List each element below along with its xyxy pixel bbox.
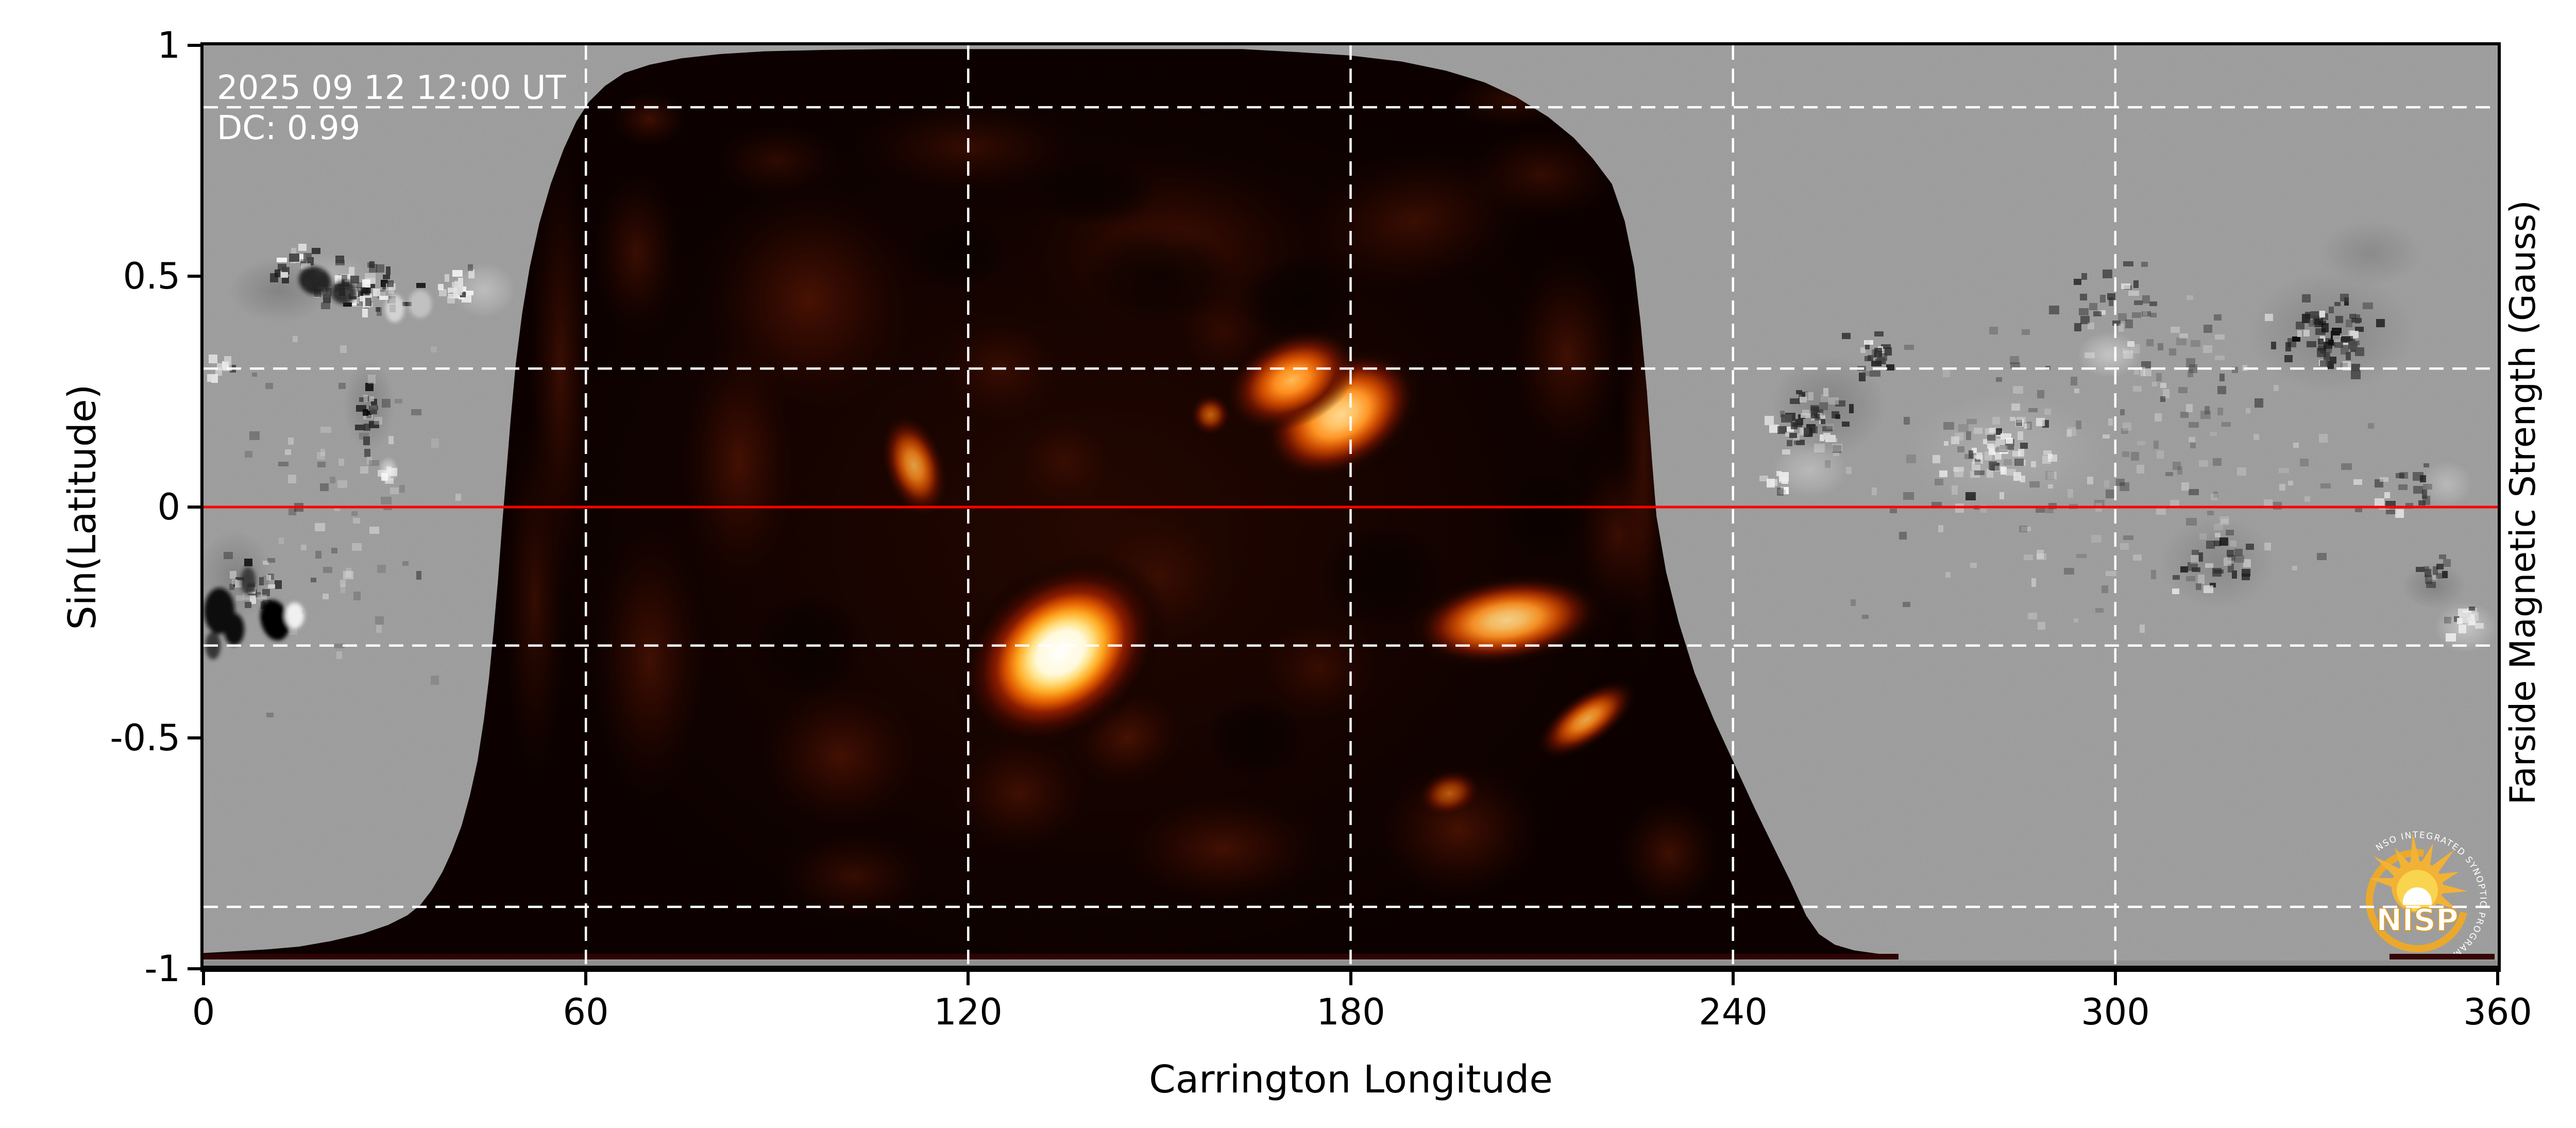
y-tick-mark — [188, 967, 201, 970]
nisp-logo-dome — [2403, 887, 2432, 905]
x-tick-label: 240 — [1699, 991, 1768, 1033]
x-tick-mark — [2496, 972, 2499, 985]
x-tick-label: 120 — [934, 991, 1003, 1033]
frontside-plage-smudges — [293, 253, 2498, 653]
x-tick-label: 180 — [1316, 991, 1385, 1033]
y-tick-label: 0 — [157, 486, 180, 528]
timestamp-label: 2025 09 12 12:00 UT — [217, 69, 566, 107]
y-tick-mark — [188, 506, 201, 509]
dc-label: DC: 0.99 — [217, 109, 360, 147]
farside-magnetic-features — [490, 49, 1720, 957]
farside-colorbar-title: Farside Magnetic Strength (Gauss) — [2503, 200, 2544, 805]
frontside-sunspot-smudges — [204, 221, 2466, 622]
x-tick-label: 360 — [2463, 991, 2532, 1033]
gridlines — [204, 45, 2498, 969]
x-tick-mark — [2114, 972, 2117, 985]
y-tick-label: 1 — [157, 24, 180, 66]
y-tick-mark — [188, 275, 201, 278]
y-axis-title: Sin(Latitude) — [60, 384, 105, 630]
x-tick-label: 300 — [2081, 991, 2150, 1033]
frontside-active-regions — [204, 266, 432, 660]
y-tick-label: -1 — [144, 948, 180, 990]
nisp-logo-ring — [2366, 849, 2469, 952]
x-axis-title: Carrington Longitude — [1149, 1057, 1553, 1102]
y-tick-label: 0.5 — [123, 255, 180, 297]
x-tick-mark — [584, 972, 587, 985]
nisp-logo-flames — [2368, 833, 2468, 910]
x-tick-mark — [1349, 972, 1352, 985]
x-tick-mark — [967, 972, 970, 985]
x-tick-mark — [1732, 972, 1735, 985]
y-tick-mark — [188, 736, 201, 739]
y-tick-label: -0.5 — [110, 717, 180, 759]
x-tick-label: 0 — [192, 991, 215, 1033]
plot-area: NISP NSO INTEGRATED SYNOPTIC PROGRAM 2025 … — [200, 42, 2501, 972]
x-tick-label: 60 — [563, 991, 609, 1033]
y-tick-mark — [188, 44, 201, 47]
x-tick-mark — [202, 972, 205, 985]
